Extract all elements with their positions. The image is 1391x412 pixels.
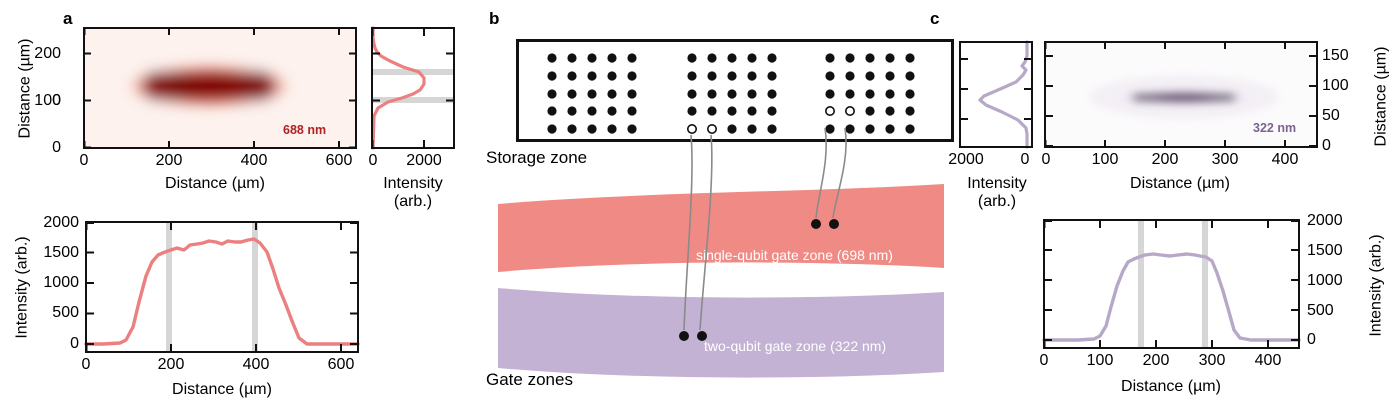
panel-a-heatmap-ytick-0: 0	[52, 92, 61, 109]
panel-c-side-xtick-0: 0	[1020, 151, 1030, 168]
panel-a-side-xtick-2000: 2000	[406, 152, 442, 169]
panel-a-line-ytick-1500: 1500	[43, 244, 79, 261]
panel-a-line-ytick-0: 0	[70, 335, 79, 352]
panel-c-heatmap-xtick-0: 0	[1041, 151, 1051, 168]
panel-c-line-xtick-200: 200	[1142, 352, 1170, 369]
panel-a-heatmap-xtick-0: 0	[79, 152, 89, 169]
panel-c-line-ytick-1000: 1000	[1307, 272, 1343, 289]
panel-c-heatmap-ytick-0: 0	[1322, 137, 1331, 154]
panel-a-heatmap-ytick-100: 100	[34, 92, 61, 109]
two-qubit-gate-zone-band	[498, 288, 944, 378]
single-qubit-gate-zone-band	[498, 184, 944, 272]
panel-c-heatmap-xtick-100: 100	[1091, 151, 1119, 168]
panel-c-side-xlabel-line1: Intensity	[967, 175, 1027, 192]
gate-zones-title: Gate zones	[486, 370, 573, 389]
panel-c-heatmap-ytick-50: 50	[1322, 107, 1340, 124]
panel-c-line-xlabel: Distance (µm)	[1121, 378, 1221, 395]
storage-zone-array	[516, 39, 954, 142]
panel-a-heatmap	[83, 27, 357, 149]
panel-a-heatmap-xlabel: Distance (µm)	[165, 175, 265, 192]
panel-a-side-xlabel-line1: Intensity	[383, 175, 443, 192]
gate-zones-diagram	[498, 127, 944, 378]
panel-a-side-xlabel-line2: (arb.)	[393, 193, 433, 210]
panel-c-heatmap-ylabel: Distance (µm)	[1372, 46, 1390, 147]
panel-a-heatmap-xtick-600: 600	[325, 152, 353, 169]
panel-c-heatmap-xtick-300: 300	[1211, 151, 1239, 168]
panel-c-side-xlabel-line2: (arb.)	[977, 193, 1017, 210]
two-qubit-gate-zone-label: two-qubit gate zone (322 nm)	[704, 338, 887, 354]
panel-c-line-ytick-2000: 2000	[1307, 212, 1343, 229]
panel-letter-c: c	[930, 9, 940, 28]
panel-c-heatmap-ytick-150: 150	[1322, 47, 1349, 64]
panel-c-wavelength-label: 322 nm	[1253, 121, 1297, 135]
panel-c-line-ytick-0: 0	[1307, 331, 1316, 348]
panel-c-heatmap-ytick-100: 100	[1322, 77, 1349, 94]
panel-a-line-ylabel: Intensity (arb.)	[13, 236, 31, 339]
panel-a-line-xtick-600: 600	[327, 356, 355, 373]
panel-letter-b: b	[489, 9, 500, 28]
panel-c-line-xtick-100: 100	[1086, 352, 1114, 369]
panel-c-line-plot	[1042, 219, 1301, 349]
panel-a-line-xtick-0: 0	[81, 356, 91, 373]
panel-a-heatmap-xtick-400: 400	[240, 152, 268, 169]
panel-a-line-plot	[84, 221, 360, 353]
panel-a-heatmap-ylabel: Distance (µm)	[16, 38, 34, 139]
panel-letter-a: a	[63, 9, 73, 28]
panel-a-heatmap-xtick-200: 200	[155, 152, 183, 169]
panel-c-side-profile	[959, 40, 1033, 149]
panel-c-heatmap-xtick-400: 400	[1271, 151, 1299, 168]
panel-c-line-xtick-300: 300	[1198, 352, 1226, 369]
panel-a-line-xlabel: Distance (µm)	[172, 381, 272, 398]
panel-a-heatmap-ytick-zero: 0	[52, 139, 61, 156]
panel-a-line-ytick-1000: 1000	[43, 274, 79, 291]
panel-a-wavelength-label: 688 nm	[283, 123, 327, 137]
panel-c-line-ytick-1500: 1500	[1307, 242, 1343, 259]
panel-c-line-xtick-0: 0	[1039, 352, 1049, 369]
panel-c-line-ylabel: Intensity (arb.)	[1367, 234, 1385, 337]
panel-c-heatmap	[1044, 41, 1318, 148]
panel-a-line-ytick-2000: 2000	[43, 214, 79, 231]
panel-a-line-xtick-400: 400	[242, 356, 270, 373]
panel-a-line-ytick-500: 500	[52, 304, 79, 321]
single-qubit-gate-zone-label: single-qubit gate zone (698 nm)	[696, 247, 893, 263]
panel-c-side-xtick-2000: 2000	[948, 151, 984, 168]
panel-c-heatmap-xtick-200: 200	[1151, 151, 1179, 168]
storage-zone-title: Storage zone	[486, 148, 588, 167]
panel-a-side-xtick-0: 0	[368, 152, 378, 169]
panel-c-heatmap-xlabel: Distance (µm)	[1130, 175, 1230, 192]
panel-a-heatmap-ytick-200: 200	[34, 45, 61, 62]
panel-c-line-xtick-400: 400	[1254, 352, 1282, 369]
panel-c-line-ytick-500: 500	[1307, 302, 1334, 319]
panel-a-side-profile	[371, 26, 455, 150]
panel-a-line-xtick-200: 200	[157, 356, 185, 373]
